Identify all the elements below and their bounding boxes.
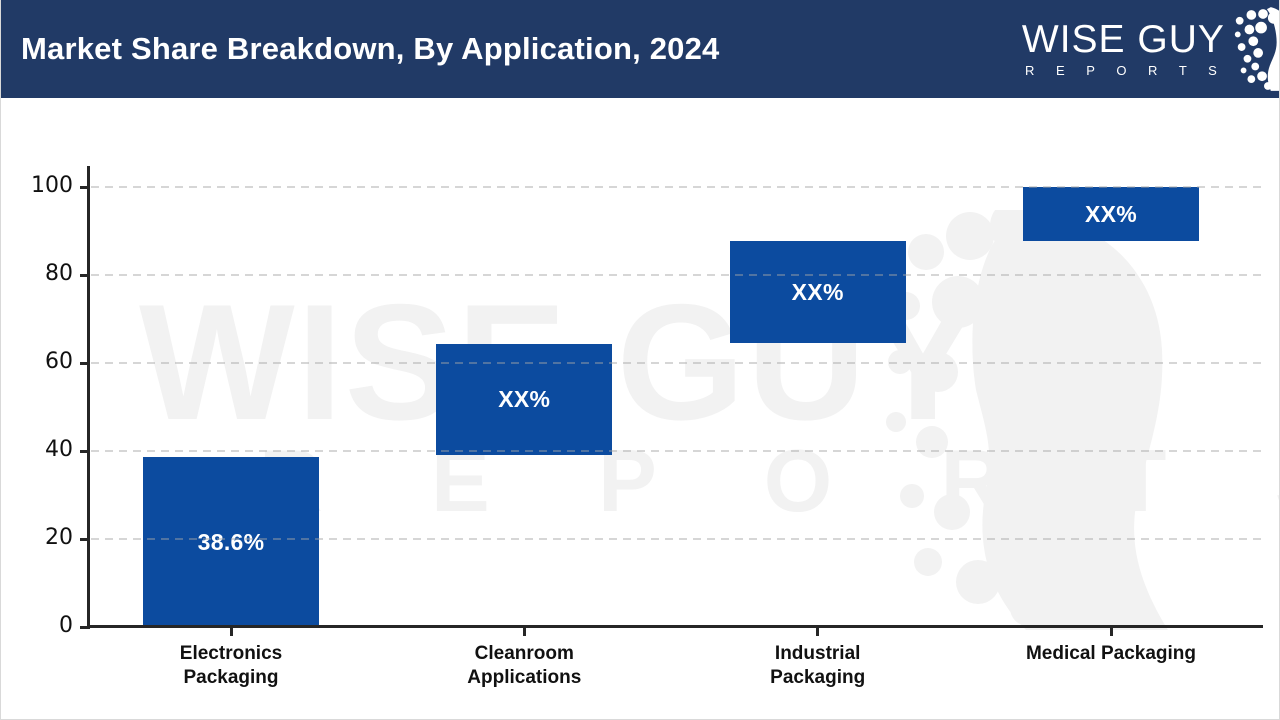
x-category-label: Industrial Packaging (770, 643, 866, 688)
bar-electronics-packaging: 38.6% (143, 457, 319, 627)
page-title: Market Share Breakdown, By Application, … (21, 31, 720, 66)
y-tickmark (80, 361, 89, 365)
y-axis-line (87, 166, 90, 629)
x-axis-line (87, 625, 1263, 628)
y-tick-label: 100 (31, 173, 73, 198)
bar-value-label: XX% (498, 386, 551, 413)
y-tickmark (80, 537, 89, 541)
logo-head-icon (1234, 7, 1279, 91)
y-tick-label: 60 (45, 349, 73, 374)
x-tickmark (1109, 628, 1113, 636)
y-tick-label: 80 (45, 261, 73, 286)
gridline-y20 (91, 538, 1263, 540)
x-tickmark (522, 628, 526, 636)
gridline-y40 (91, 450, 1263, 452)
gridline-y80 (91, 274, 1263, 276)
y-tick-label: 0 (59, 613, 73, 638)
bar-value-label: XX% (791, 278, 844, 305)
x-tickmark (816, 628, 820, 636)
logo-name-text: WISE GUY (1021, 18, 1225, 61)
y-tickmark (80, 625, 89, 629)
logo-sub-text: R E P O R T S (1025, 63, 1226, 78)
gridline-y60 (91, 362, 1263, 364)
gridline-y100 (91, 186, 1263, 188)
x-category-label: Cleanroom Applications (467, 643, 582, 688)
x-category-label: Medical Packaging (1025, 643, 1196, 664)
header-bar: Market Share Breakdown, By Application, … (1, 0, 1279, 98)
y-tickmark (80, 185, 89, 189)
bar-medical-packaging: XX% (1023, 187, 1199, 242)
bar-value-label: XX% (1084, 200, 1138, 227)
bar-cleanroom-applications: XX% (436, 344, 613, 456)
watermark-head-icon (886, 210, 1168, 630)
y-tickmark (80, 273, 89, 277)
bar-industrial-packaging: XX% (729, 241, 906, 344)
brand-logo: WISE GUY R E P O R T S (1021, 7, 1279, 91)
y-tickmark (80, 449, 89, 453)
x-tickmark (229, 628, 233, 636)
y-tick-label: 40 (45, 437, 73, 462)
y-tick-label: 20 (45, 525, 73, 550)
bar-value-label: 38.6% (197, 528, 265, 555)
x-category-label: Electronics Packaging (179, 643, 283, 688)
